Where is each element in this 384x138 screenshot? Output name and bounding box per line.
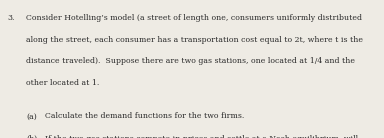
Text: If the two gas stations compete in prices and settle at a Nash equilibrium, will: If the two gas stations compete in price… — [45, 135, 358, 138]
Text: other located at 1.: other located at 1. — [26, 79, 99, 87]
Text: (b): (b) — [26, 135, 37, 138]
Text: along the street, each consumer has a transportation cost equal to 2t, where t i: along the street, each consumer has a tr… — [26, 36, 363, 44]
Text: (a): (a) — [26, 112, 37, 120]
Text: 3.: 3. — [7, 14, 15, 22]
Text: Calculate the demand functions for the two firms.: Calculate the demand functions for the t… — [45, 112, 245, 120]
Text: distance traveled).  Suppose there are two gas stations, one located at 1/4 and : distance traveled). Suppose there are tw… — [26, 57, 355, 65]
Text: Consider Hotelling’s model (a street of length one, consumers uniformly distribu: Consider Hotelling’s model (a street of … — [26, 14, 362, 22]
